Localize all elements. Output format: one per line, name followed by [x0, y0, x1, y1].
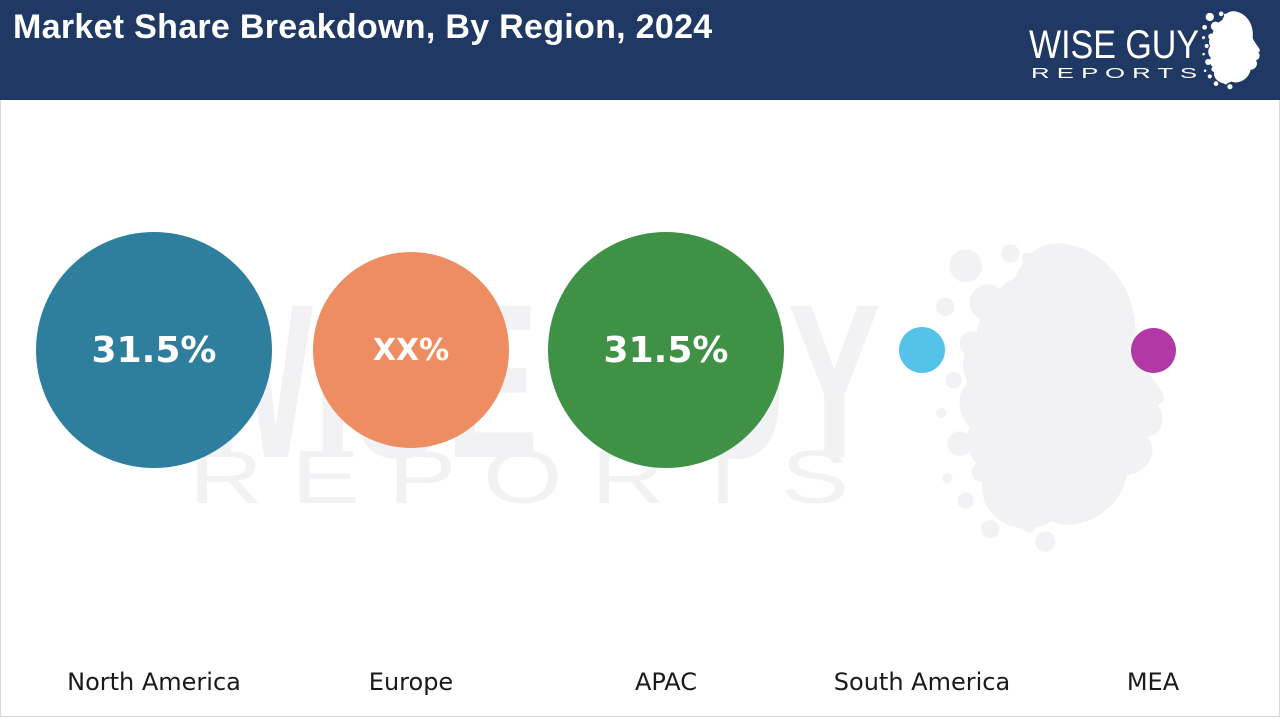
header-bar: Market Share Breakdown, By Region, 2024 …: [0, 0, 1280, 100]
category-label-mea: MEA: [1126, 668, 1180, 696]
bubble-value-europe: XX%: [372, 332, 450, 368]
bubble-europe: XX%: [313, 252, 509, 448]
category-label-north-america: North America: [67, 668, 241, 696]
bubble-apac: 31.5%: [548, 232, 784, 468]
page-title: Market Share Breakdown, By Region, 2024: [13, 8, 713, 46]
watermark-tagline-text: R E P O R T S: [189, 435, 849, 519]
brand-logo: WISE GUY R E P O R T S: [1029, 11, 1260, 90]
bubble-chart: WISE GUY R E P O R T S 31.5% XX% 31.5% Nor…: [0, 100, 1280, 717]
bubble-mea: [1130, 327, 1176, 373]
category-label-apac: APAC: [634, 668, 698, 696]
brand-logo-tagline: R E P O R T S: [1031, 65, 1197, 82]
bubble-value-north-america: 31.5%: [91, 329, 217, 371]
category-label-europe: Europe: [368, 668, 454, 696]
wiseguy-face-icon: [1202, 11, 1260, 90]
bubble-south-america: [899, 327, 945, 373]
bubble-north-america: 31.5%: [36, 232, 272, 468]
category-label-row: North America Europe APAC South America MEA: [1, 100, 1279, 716]
bubble-value-apac: 31.5%: [603, 329, 729, 371]
category-label-south-america: South America: [833, 668, 1011, 696]
bubble-layer: 31.5% XX% 31.5%: [1, 100, 1279, 716]
brand-logo-name: WISE GUY: [1029, 23, 1199, 67]
